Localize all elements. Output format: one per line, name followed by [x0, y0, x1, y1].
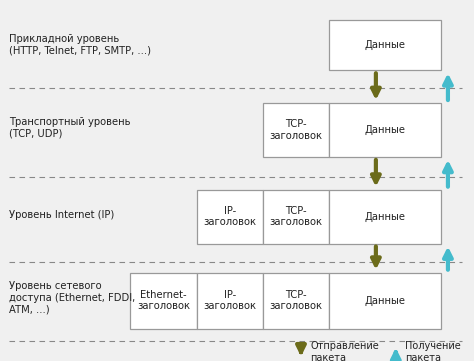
Text: Прикладной уровень
(HTTP, Telnet, FTP, SMTP, ...): Прикладной уровень (HTTP, Telnet, FTP, S… [9, 34, 152, 56]
Bar [329, 273, 441, 329]
Text: Транспортный уровень
(TCP, UDP): Транспортный уровень (TCP, UDP) [9, 117, 131, 139]
Bar [197, 190, 263, 244]
Text: Данные: Данные [365, 296, 406, 305]
Text: Получение
пакета: Получение пакета [405, 342, 461, 361]
Text: Ethernet-
заголовок: Ethernet- заголовок [137, 290, 190, 311]
Bar [263, 103, 329, 157]
Text: Уровень сетевого
доступа (Ethernet, FDDI,
ATM, ...): Уровень сетевого доступа (Ethernet, FDDI… [9, 281, 136, 314]
Text: TCP-
заголовок: TCP- заголовок [270, 119, 323, 141]
Text: IP-
заголовок: IP- заголовок [203, 290, 256, 311]
Bar [197, 273, 263, 329]
Text: TCP-
заголовок: TCP- заголовок [270, 206, 323, 227]
Text: Данные: Данные [365, 212, 406, 222]
Bar [329, 103, 441, 157]
Text: Уровень Internet (IP): Уровень Internet (IP) [9, 210, 115, 220]
Text: Данные: Данные [365, 40, 406, 50]
Text: Данные: Данные [365, 125, 406, 135]
Text: IP-
заголовок: IP- заголовок [203, 206, 256, 227]
Bar [263, 273, 329, 329]
Text: TCP-
заголовок: TCP- заголовок [270, 290, 323, 311]
Bar [130, 273, 197, 329]
Bar [263, 190, 329, 244]
Bar [329, 190, 441, 244]
Bar [329, 20, 441, 70]
Text: Отправление
пакета: Отправление пакета [310, 342, 379, 361]
